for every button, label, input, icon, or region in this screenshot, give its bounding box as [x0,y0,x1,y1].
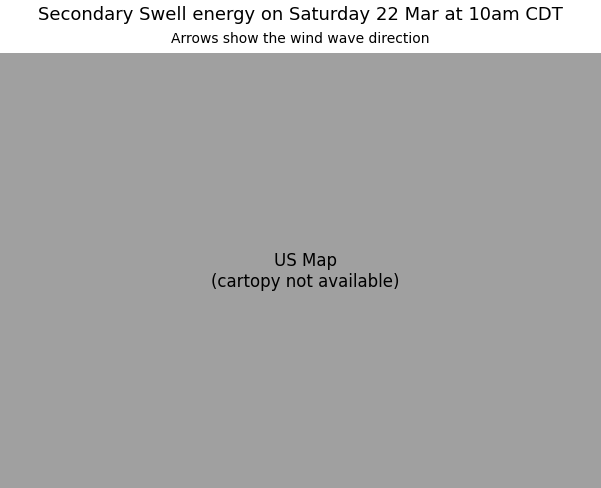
Text: US Map
(cartopy not available): US Map (cartopy not available) [212,251,400,290]
Bar [0,54,601,488]
Text: Secondary Swell energy on Saturday 22 Mar at 10am CDT: Secondary Swell energy on Saturday 22 Ma… [38,6,563,24]
Text: Arrows show the wind wave direction: Arrows show the wind wave direction [171,32,430,46]
